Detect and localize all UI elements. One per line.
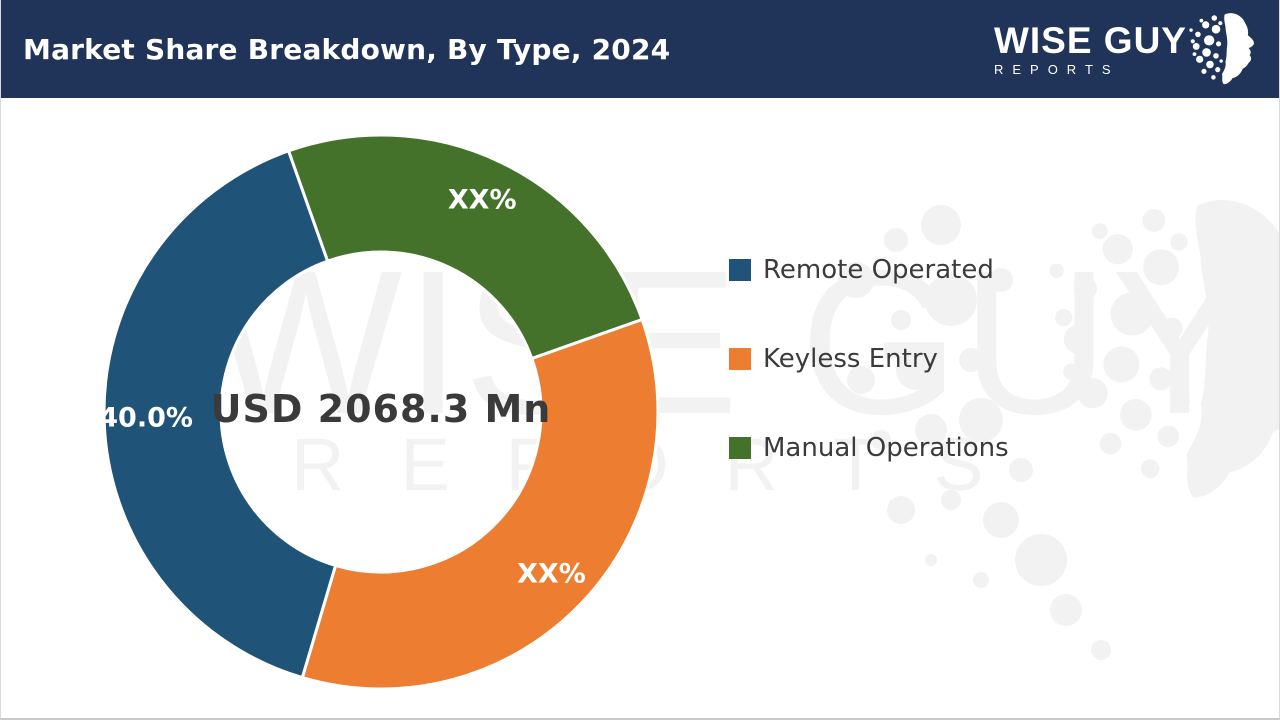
legend-swatch	[729, 348, 751, 370]
donut-segment-keyless-entry	[300, 318, 660, 691]
logo-text: WISE GUY REPORTS	[994, 22, 1187, 77]
wise-guy-reports-logo: WISE GUY REPORTS	[994, 6, 1259, 92]
logo-reports-text: REPORTS	[993, 61, 1120, 77]
legend-label: Remote Operated	[763, 255, 994, 285]
donut-segment-remote-operated	[102, 149, 338, 680]
logo-wordmark: WISE GUY	[993, 19, 1187, 61]
legend-label: Manual Operations	[763, 433, 1009, 463]
legend-item-manual-operations: Manual Operations	[729, 433, 1009, 463]
legend-item-keyless-entry: Keyless Entry	[729, 344, 1009, 374]
donut-segment-manual-operations	[287, 133, 644, 361]
header-bar: Market Share Breakdown, By Type, 2024 WI…	[1, 0, 1279, 98]
legend-swatch	[729, 259, 751, 281]
legend-item-remote-operated: Remote Operated	[729, 255, 1009, 285]
legend-label: Keyless Entry	[763, 344, 938, 374]
logo-face-icon	[1189, 13, 1254, 85]
chart-legend: Remote Operated Keyless Entry Manual Opera…	[729, 255, 1009, 463]
page-title: Market Share Breakdown, By Type, 2024	[23, 32, 671, 66]
legend-swatch	[729, 437, 751, 459]
